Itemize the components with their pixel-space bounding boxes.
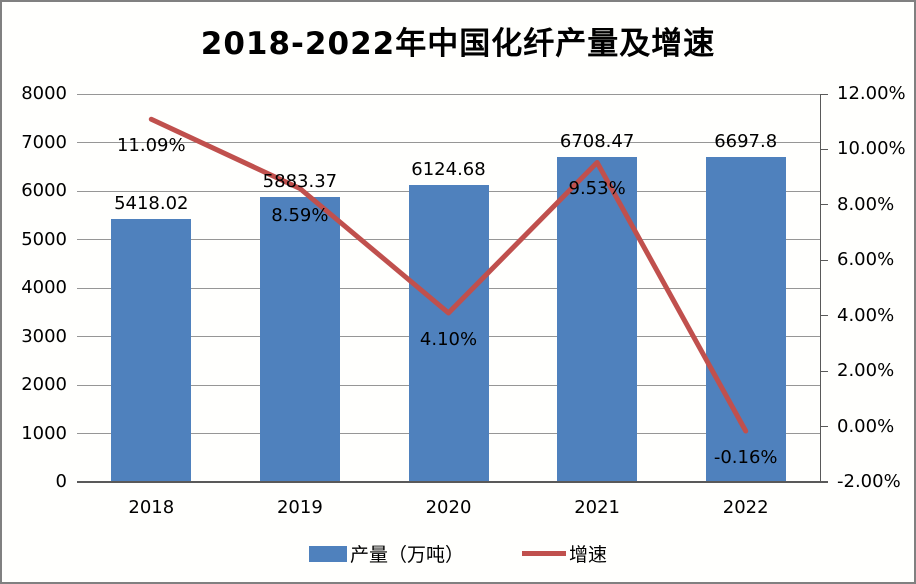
right-axis-tick	[820, 259, 828, 261]
legend-item-production: 产量（万吨）	[308, 540, 464, 567]
left-axis-tick-label: 8000	[21, 83, 67, 104]
production-value-label: 6708.47	[559, 130, 635, 152]
right-axis-tick	[820, 204, 828, 206]
x-axis-tick-label: 2018	[128, 497, 175, 518]
legend-label-production: 产量（万吨）	[349, 544, 464, 566]
right-axis-tick	[820, 370, 828, 372]
legend-bar-swatch-icon	[308, 545, 347, 562]
left-axis-tick-label: 6000	[21, 180, 67, 201]
right-axis-tick-label: 4.00%	[837, 304, 895, 326]
x-axis-tick-label: 2019	[276, 497, 323, 518]
legend-line-swatch-icon	[522, 551, 566, 556]
growth-value-label: 4.10%	[419, 328, 478, 350]
left-axis-tick-label: 1000	[21, 422, 67, 444]
right-axis-tick	[820, 426, 828, 428]
left-axis-tick-label: 4000	[21, 277, 67, 298]
x-axis-tick-label: 2021	[574, 497, 620, 518]
gridline	[77, 93, 820, 95]
right-axis-tick-label: 6.00%	[837, 249, 895, 271]
production-value-label: 5418.02	[114, 193, 189, 215]
production-bar	[557, 156, 638, 482]
left-axis-tick-label: 5000	[21, 228, 67, 250]
right-axis-tick-label: 10.00%	[837, 138, 906, 160]
left-axis-tick-label: 0	[55, 471, 67, 492]
right-axis-tick-label: 2.00%	[837, 360, 895, 382]
right-axis-tick-label: 0.00%	[837, 415, 895, 437]
growth-value-label: 11.09%	[116, 135, 186, 157]
production-bar	[705, 157, 786, 482]
right-axis-tick	[820, 315, 828, 317]
production-value-label: 5883.37	[262, 170, 338, 192]
x-axis-tick-label: 2020	[425, 497, 472, 518]
right-y-axis-line	[820, 94, 821, 482]
right-axis-tick-label: 8.00%	[837, 193, 895, 215]
growth-value-label: -0.16%	[713, 447, 778, 468]
production-bar	[259, 196, 340, 482]
left-axis-tick-label: 2000	[21, 374, 67, 395]
x-axis-line	[77, 481, 828, 483]
right-axis-tick	[820, 481, 828, 483]
growth-value-label: 8.59%	[271, 204, 329, 226]
legend: 产量（万吨） 增速	[2, 540, 914, 567]
production-bar	[111, 219, 192, 482]
legend-label-growth: 增速	[569, 544, 608, 566]
right-axis-tick-label: 12.00%	[837, 83, 906, 104]
legend-item-growth: 增速	[522, 540, 607, 567]
growth-value-label: 9.53%	[568, 178, 626, 200]
x-axis-tick-label: 2022	[722, 497, 769, 518]
production-value-label: 6124.68	[411, 158, 486, 180]
right-axis-tick	[820, 93, 828, 95]
right-axis-tick-label: -2.00%	[837, 471, 901, 492]
left-axis-tick-label: 7000	[21, 131, 67, 153]
chart-title: 2018-2022年中国化纤产量及增速	[200, 26, 716, 62]
left-axis-tick-label: 3000	[21, 325, 67, 347]
right-axis-tick	[820, 148, 828, 150]
production-value-label: 6697.8	[714, 131, 778, 153]
